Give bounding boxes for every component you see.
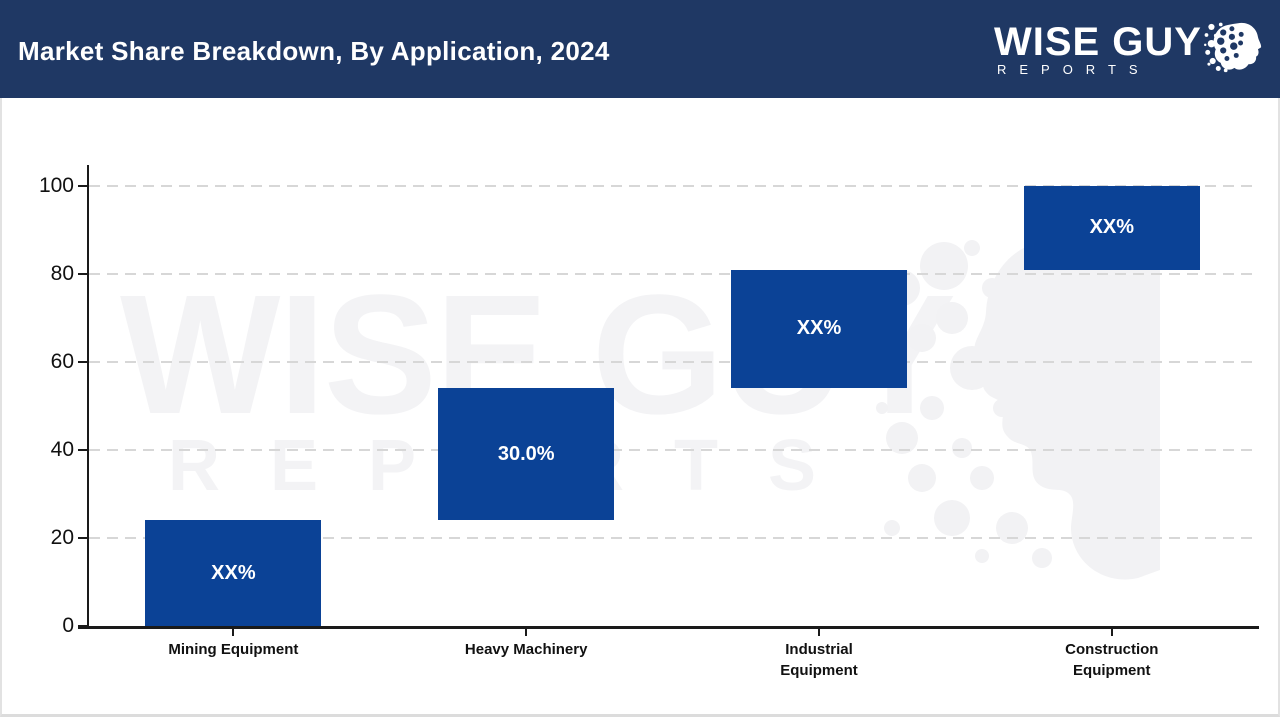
y-tick-mark (78, 185, 87, 187)
x-tick-mark (1110, 629, 1113, 636)
brand-logo-text: WISE GUY REPORTS (994, 20, 1202, 77)
header-bar: Market Share Breakdown, By Application, … (0, 0, 1280, 98)
bar: XX% (731, 269, 907, 389)
bar: XX% (145, 520, 322, 626)
y-tick-label: 60 (50, 350, 74, 373)
bar: 30.0% (438, 388, 615, 521)
chart-title: Market Share Breakdown, By Application, … (18, 36, 610, 66)
plot-area: 0 20 40 60 80 100 XX% Mining Equipment 30.0% Heav… (2, 98, 1278, 714)
x-axis-line (78, 626, 1259, 629)
y-tick-label: 0 (62, 614, 74, 637)
x-tick-label: Mining Equipment (168, 641, 299, 658)
y-tick-mark (78, 273, 87, 275)
x-tick-label: Industrial Equipment (780, 641, 858, 679)
y-tick-label: 20 (50, 526, 74, 549)
brand-subtitle: REPORTS (996, 61, 1151, 77)
brand-name: WISE GUY (993, 19, 1202, 64)
y-tick-label: 100 (38, 174, 74, 197)
gridline (89, 449, 1255, 451)
gridline (89, 185, 1255, 187)
x-tick-mark (818, 629, 820, 636)
y-tick-label: 40 (50, 438, 74, 461)
y-tick-mark (78, 361, 87, 363)
y-axis-line (87, 165, 89, 628)
bar-value-label: XX% (211, 561, 256, 584)
x-tick-label: Heavy Machinery (464, 641, 588, 658)
bar-value-label: XX% (796, 317, 842, 340)
brand-logo: WISE GUY REPORTS (994, 8, 1266, 88)
y-tick-label: 80 (50, 262, 74, 285)
y-tick-mark (78, 625, 87, 627)
gridline (89, 273, 1255, 275)
x-tick-mark (525, 629, 528, 636)
y-tick-mark (78, 449, 87, 451)
gridline (89, 361, 1255, 363)
bar-value-label: 30.0% (497, 442, 555, 465)
y-tick-mark (78, 537, 87, 539)
gridline (89, 537, 1255, 539)
bar-value-label: XX% (1089, 216, 1135, 239)
x-tick-label: Construction Equipment (1065, 641, 1159, 679)
brand-head-icon (1204, 22, 1262, 73)
x-tick-mark (232, 629, 235, 636)
bar: XX% (1023, 186, 1200, 270)
